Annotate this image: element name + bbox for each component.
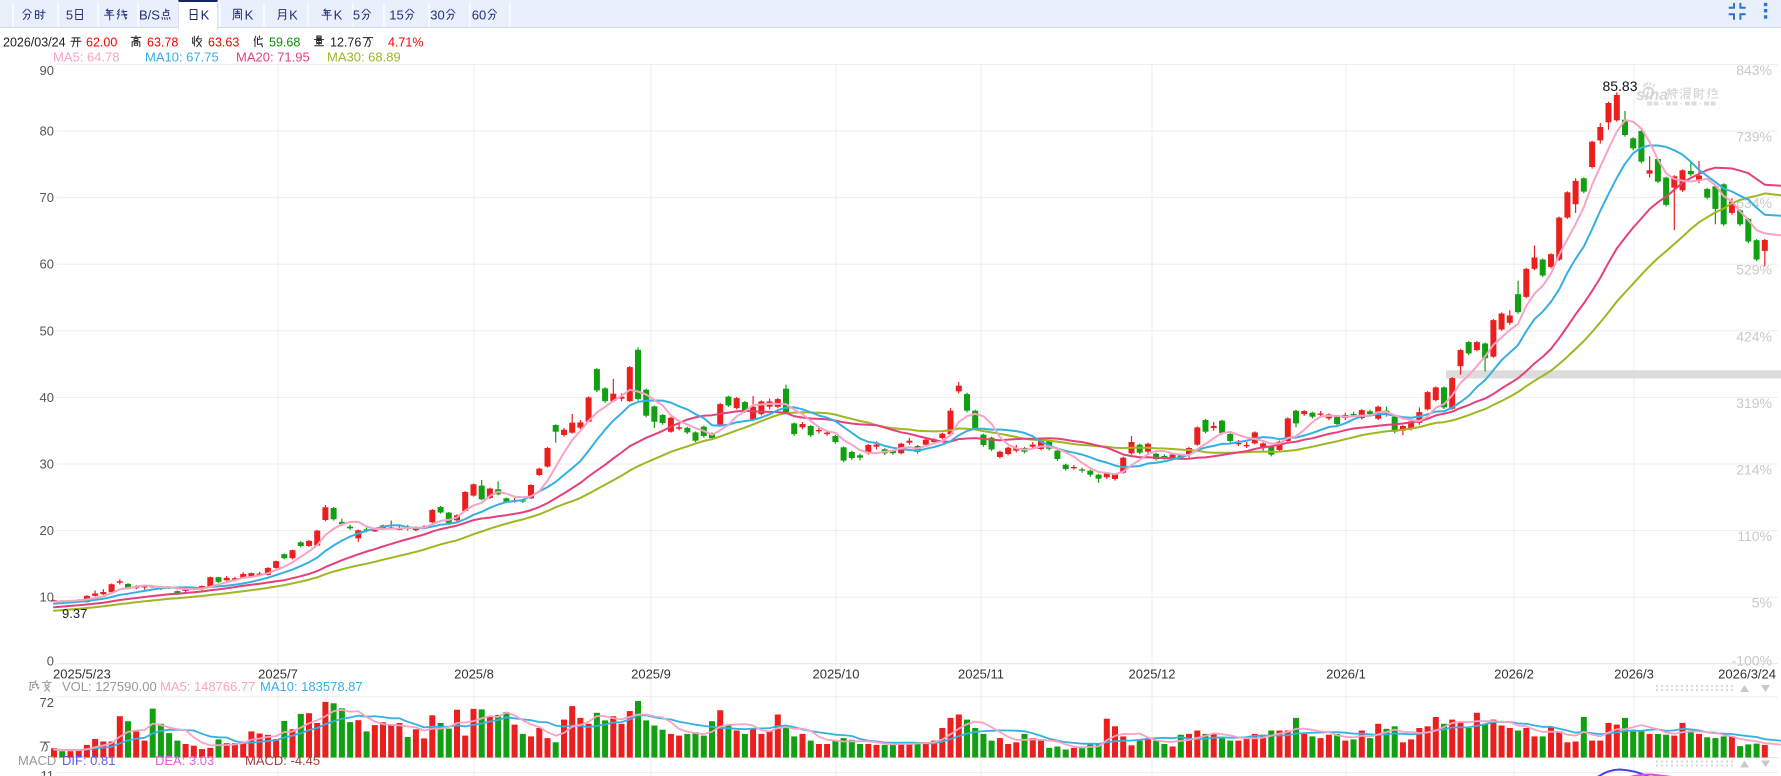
svg-text:319%: 319% (1736, 395, 1772, 411)
svg-text:10: 10 (40, 590, 54, 605)
svg-text:2026/3: 2026/3 (1614, 667, 1654, 682)
svg-text:5%: 5% (1752, 595, 1772, 611)
svg-text:70: 70 (40, 190, 54, 205)
svg-text:843%: 843% (1736, 62, 1772, 78)
svg-text:110%: 110% (1737, 528, 1772, 544)
svg-text:DIF: 0.81: DIF: 0.81 (62, 753, 115, 768)
svg-text:11: 11 (41, 768, 55, 776)
svg-text:30: 30 (40, 457, 54, 472)
svg-text:K: K (334, 8, 343, 23)
svg-text:529%: 529% (1736, 262, 1772, 278)
svg-text:2025/7: 2025/7 (258, 667, 298, 682)
svg-text:2025/10: 2025/10 (813, 667, 860, 682)
svg-text:214%: 214% (1736, 462, 1772, 478)
svg-text:MA10: 183578.87: MA10: 183578.87 (260, 679, 363, 694)
svg-text:60: 60 (40, 257, 54, 272)
svg-text:K: K (201, 8, 210, 23)
svg-text:63.78: 63.78 (147, 36, 178, 50)
svg-text:DEA: 3.03: DEA: 3.03 (155, 753, 214, 768)
svg-text:15: 15 (389, 8, 403, 23)
svg-text:50: 50 (40, 323, 54, 338)
svg-text:5: 5 (66, 8, 73, 23)
svg-text:MA20: 71.95: MA20: 71.95 (236, 50, 310, 65)
svg-text:MA10: 67.75: MA10: 67.75 (145, 50, 219, 65)
svg-text:MA5: 148766.77: MA5: 148766.77 (160, 679, 255, 694)
svg-text:2026/1: 2026/1 (1326, 667, 1366, 682)
svg-text:MA30: 68.89: MA30: 68.89 (327, 50, 401, 65)
svg-text:MACD: MACD (18, 753, 56, 768)
svg-text:40: 40 (40, 390, 54, 405)
svg-text:59.68: 59.68 (269, 36, 300, 50)
svg-text:K: K (289, 8, 298, 23)
svg-text:4.71%: 4.71% (388, 36, 423, 50)
svg-text:30: 30 (430, 8, 444, 23)
svg-text:72: 72 (40, 695, 54, 710)
svg-text:2026/03/24: 2026/03/24 (3, 36, 66, 50)
svg-text:VOL: 127590.00: VOL: 127590.00 (62, 679, 157, 694)
svg-text:0: 0 (47, 653, 54, 668)
svg-text:80: 80 (40, 124, 54, 139)
svg-text:85.83: 85.83 (1602, 78, 1637, 94)
svg-text:20: 20 (40, 523, 54, 538)
svg-text:739%: 739% (1736, 129, 1772, 145)
svg-text:12.76: 12.76 (330, 36, 361, 50)
svg-text:424%: 424% (1736, 328, 1772, 344)
svg-text:2025/12: 2025/12 (1129, 667, 1176, 682)
svg-text:B/S: B/S (139, 8, 160, 23)
svg-text:62.00: 62.00 (86, 36, 117, 50)
svg-text:60: 60 (472, 8, 486, 23)
svg-text:sina: sina (1636, 87, 1668, 104)
svg-text:MA5: 64.78: MA5: 64.78 (53, 50, 120, 65)
svg-text:2026/3/24: 2026/3/24 (1718, 667, 1776, 682)
svg-text:MACD: -4.45: MACD: -4.45 (245, 753, 320, 768)
svg-text:2026/2: 2026/2 (1494, 667, 1534, 682)
svg-text:90: 90 (40, 63, 54, 78)
svg-text:2025/5/23: 2025/5/23 (53, 667, 111, 682)
svg-text:5: 5 (353, 8, 360, 23)
svg-text:-100%: -100% (1732, 652, 1772, 668)
svg-text:63.63: 63.63 (208, 36, 239, 50)
svg-text:2025/8: 2025/8 (454, 667, 494, 682)
svg-text:2025/11: 2025/11 (958, 667, 1004, 682)
svg-text:K: K (245, 8, 254, 23)
svg-text:9.37: 9.37 (62, 606, 87, 621)
svg-text:2025/9: 2025/9 (631, 667, 671, 682)
